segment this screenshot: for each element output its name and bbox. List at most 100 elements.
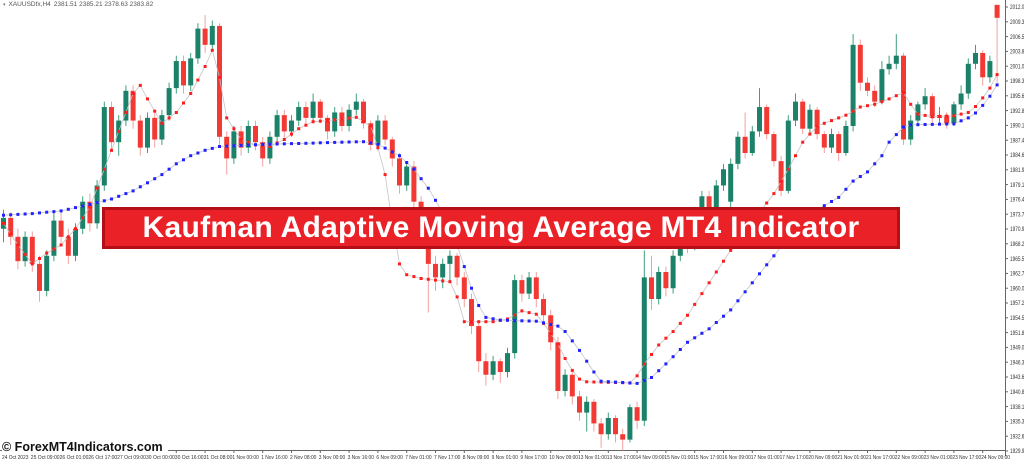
kama-dot xyxy=(563,330,567,333)
price-label: 1932.65 xyxy=(1010,434,1024,440)
candle-bear xyxy=(800,101,806,129)
candle-bull xyxy=(641,277,647,421)
kama-dot xyxy=(902,90,905,94)
kama-dot xyxy=(362,140,365,144)
time-axis[interactable]: 24 Oct 2023 25 Oct 09:00 26 Oct 01:00 26 Oc… xyxy=(2,450,1010,461)
kama-dot xyxy=(527,311,531,315)
kama-dot xyxy=(527,319,531,323)
time-label: 30 Oct 00:00 xyxy=(146,455,175,461)
indicator-title-text: Kaufman Adaptive Moving Average MT4 Indi… xyxy=(142,211,860,244)
kama-dot xyxy=(578,377,581,381)
candle-bull xyxy=(166,88,172,116)
price-label: 2003.80 xyxy=(1010,50,1024,56)
candle-bull xyxy=(101,107,107,186)
time-label: 23 Nov 01:00 xyxy=(924,455,953,461)
kama-dot xyxy=(894,94,898,98)
candle-bull xyxy=(922,96,928,105)
candle-bull xyxy=(850,44,856,126)
candle-bear xyxy=(764,107,770,135)
kama-dot xyxy=(239,143,243,147)
candle-bull xyxy=(965,63,971,94)
kama-dot xyxy=(873,102,877,106)
kama-dot xyxy=(916,112,920,116)
candle-bull xyxy=(404,166,410,186)
kama-dot xyxy=(9,213,13,217)
time-label: 26 Oct 01:00 xyxy=(60,455,89,461)
candle-bull xyxy=(51,220,57,256)
kama-dot xyxy=(498,318,502,322)
candle-bear xyxy=(130,90,136,121)
kama-dot xyxy=(851,179,855,183)
kama-dot xyxy=(534,319,538,323)
kama-dot xyxy=(549,323,553,326)
kama-dot xyxy=(405,273,409,277)
kama-dot xyxy=(455,295,459,299)
symbol-dropdown-icon[interactable]: ▾ xyxy=(3,1,6,8)
kama-dot xyxy=(585,380,589,384)
price-label: 1946.30 xyxy=(1010,360,1024,366)
candle-bear xyxy=(497,361,503,373)
price-label: 1940.85 xyxy=(1010,390,1024,396)
time-label: 26 Oct 17:00 xyxy=(88,455,117,461)
kama-dot xyxy=(232,144,236,148)
kama-dot xyxy=(945,122,949,126)
price-label: 1992.85 xyxy=(1010,109,1024,115)
kama-dot xyxy=(196,151,200,155)
kama-dot xyxy=(686,313,689,317)
kama-dot xyxy=(189,92,193,95)
kama-dot xyxy=(981,103,985,107)
candle-bear xyxy=(361,101,366,124)
price-axis[interactable]: 2012.00 2009.30 2006.55 2003.80 2001.05 1998.… xyxy=(1005,5,1024,455)
kama-dot xyxy=(297,142,301,145)
candle-bull xyxy=(145,117,150,148)
kama-dot xyxy=(650,376,653,379)
kama-dot xyxy=(974,105,977,108)
kama-dot xyxy=(426,277,430,281)
kama-dot xyxy=(995,83,999,87)
kama-dot xyxy=(203,65,207,68)
candle-bear xyxy=(8,217,14,237)
kama-dot xyxy=(844,113,848,117)
kama-dot xyxy=(311,120,315,124)
kama-dot xyxy=(16,243,20,247)
candle-bear xyxy=(591,401,597,424)
kama-dot xyxy=(218,145,221,148)
kama-dot xyxy=(304,123,308,127)
kama-dot xyxy=(909,102,913,106)
price-label: 1981.90 xyxy=(1010,168,1024,174)
kama-dot xyxy=(160,121,164,125)
time-label: 7 Nov 01:00 xyxy=(405,455,432,461)
candle-bull xyxy=(447,255,453,264)
kama-dot xyxy=(981,96,985,100)
price-label: 1965.50 xyxy=(1010,257,1024,263)
kama-dot xyxy=(290,132,293,136)
candle-bull xyxy=(886,63,892,70)
kama-dot xyxy=(642,378,646,382)
kama-dot xyxy=(671,330,675,333)
kama-dot xyxy=(311,141,315,145)
candle-bull xyxy=(274,115,280,137)
kama-dot xyxy=(333,118,337,122)
kama-dot xyxy=(520,309,524,313)
kama-dot xyxy=(556,342,560,346)
kama-dot xyxy=(66,207,70,211)
kama-dot xyxy=(520,319,524,323)
kama-dot xyxy=(880,154,884,158)
kama-dot xyxy=(635,374,639,378)
kama-dot xyxy=(290,142,293,146)
kama-dot xyxy=(30,262,34,266)
kama-dot xyxy=(88,202,92,206)
kama-dot xyxy=(383,146,387,150)
kama-dot xyxy=(347,116,351,120)
candle-bear xyxy=(483,361,489,375)
time-label: 30 Oct 16:00 xyxy=(175,455,204,461)
kama-dot xyxy=(988,86,992,90)
candle-bull xyxy=(958,93,964,105)
candle-bull xyxy=(332,112,338,132)
candle-bear xyxy=(29,236,35,264)
watermark-text: © ForexMT4Indicators.com xyxy=(2,440,168,454)
kama-dot xyxy=(153,177,157,181)
candle-bear xyxy=(613,418,618,435)
kama-dot xyxy=(16,212,20,216)
